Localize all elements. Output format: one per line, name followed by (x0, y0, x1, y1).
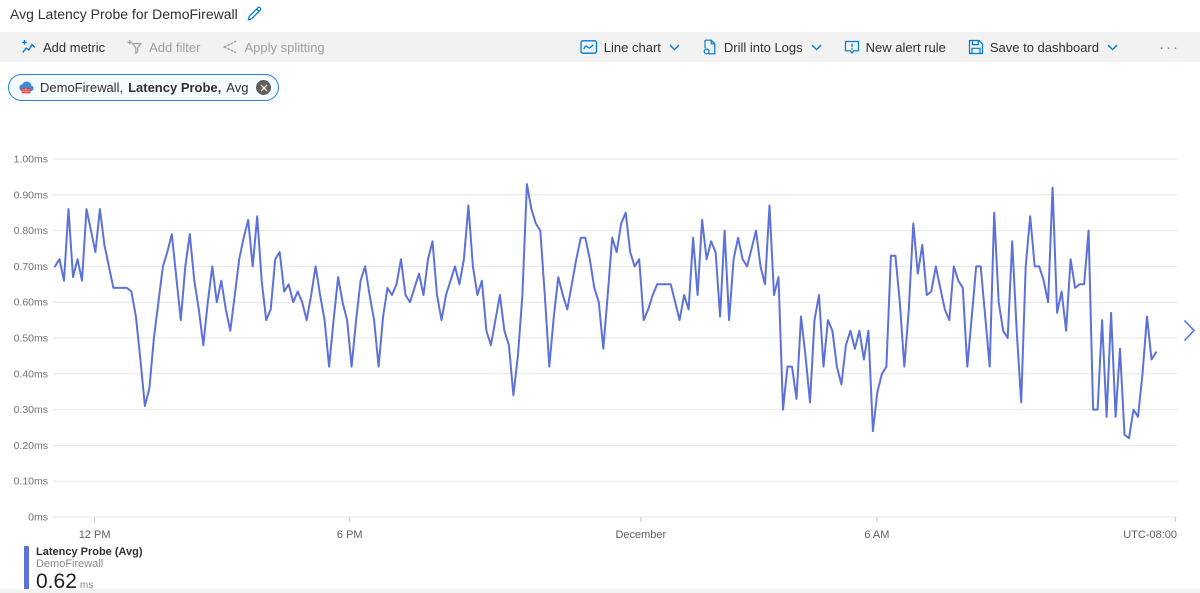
pencil-icon (247, 6, 261, 21)
svg-text:0ms: 0ms (28, 512, 48, 524)
new-alert-rule-button[interactable]: New alert rule (833, 32, 957, 62)
add-filter-button[interactable]: Add filter (116, 32, 211, 62)
new-alert-rule-icon (844, 40, 859, 54)
pan-time-forward-button[interactable] (1182, 318, 1197, 346)
chart-type-button[interactable]: Line chart (569, 32, 691, 62)
save-icon (968, 39, 983, 55)
svg-text:0.90ms: 0.90ms (14, 189, 48, 201)
edit-title-button[interactable] (246, 5, 263, 22)
line-chart-icon (580, 40, 597, 54)
svg-text:0.10ms: 0.10ms (14, 476, 48, 488)
pill-resource-name: DemoFirewall, (40, 80, 124, 95)
metric-pill-row: DemoFirewall, Latency Probe, Avg (8, 74, 280, 101)
drill-into-logs-label: Drill into Logs (723, 39, 803, 55)
save-to-dashboard-chevron (1107, 44, 1118, 51)
firewall-resource-icon (19, 81, 34, 94)
drill-into-logs-button[interactable]: Drill into Logs (691, 32, 833, 62)
svg-text:0.80ms: 0.80ms (14, 225, 48, 237)
chart-title-row: Avg Latency Probe for DemoFirewall (10, 5, 263, 22)
legend-resource-name: DemoFirewall (36, 558, 104, 570)
svg-text:1.00ms: 1.00ms (14, 154, 48, 166)
chevron-down-icon (669, 44, 680, 51)
svg-text:6 PM: 6 PM (337, 529, 363, 541)
svg-text:0.30ms: 0.30ms (14, 404, 48, 416)
close-icon (260, 84, 268, 91)
chart-type-chevron (669, 44, 680, 51)
svg-text:0.40ms: 0.40ms (14, 368, 48, 380)
svg-text:0.20ms: 0.20ms (14, 440, 48, 452)
apply-splitting-button[interactable]: Apply splitting (211, 32, 335, 62)
legend-color-bar (24, 546, 29, 590)
drill-into-logs-chevron (811, 44, 822, 51)
pill-aggregation: Avg (226, 80, 249, 95)
page-title: Avg Latency Probe for DemoFirewall (10, 5, 238, 22)
legend-unit: ms (79, 580, 94, 591)
save-to-dashboard-label: Save to dashboard (989, 39, 1099, 55)
chart-legend[interactable]: Latency Probe (Avg) DemoFirewall 0.62 ms (24, 546, 143, 593)
chart-type-label: Line chart (603, 39, 661, 55)
more-options-button[interactable]: ··· (1153, 32, 1186, 62)
add-metric-label: Add metric (43, 39, 106, 55)
legend-average-value: 0.62 (36, 570, 77, 593)
legend-metric-name: Latency Probe (Avg) (36, 546, 143, 558)
add-filter-label: Add filter (149, 39, 201, 55)
chevron-right-icon (1183, 319, 1196, 342)
svg-text:0.70ms: 0.70ms (14, 261, 48, 273)
legend-value-row: 0.62 ms (36, 571, 143, 593)
svg-text:0.50ms: 0.50ms (14, 333, 48, 345)
pill-metric-name: Latency Probe, (128, 80, 222, 95)
metric-pill[interactable]: DemoFirewall, Latency Probe, Avg (8, 74, 280, 101)
svg-text:12 PM: 12 PM (79, 529, 111, 541)
toolbar-right-group: Line chart Drill into Logs (569, 32, 1200, 62)
chevron-down-icon (811, 44, 822, 51)
new-alert-rule-label: New alert rule (865, 39, 946, 55)
svg-text:0.60ms: 0.60ms (14, 297, 48, 309)
legend-texts: Latency Probe (Avg) DemoFirewall 0.62 ms (36, 546, 143, 593)
chart-toolbar: Add metric Add filter Apply splitting Li… (0, 32, 1200, 62)
svg-text:UTC-08:00: UTC-08:00 (1123, 529, 1177, 541)
remove-metric-button[interactable] (256, 80, 272, 95)
apply-splitting-label: Apply splitting (244, 39, 325, 55)
add-filter-icon (127, 40, 142, 54)
chevron-down-icon (1107, 44, 1118, 51)
svg-text:6 AM: 6 AM (864, 529, 889, 541)
panel-bottom-edge (0, 589, 1200, 593)
add-metric-button[interactable]: Add metric (10, 32, 116, 62)
add-metric-icon (22, 40, 36, 54)
svg-text:December: December (615, 529, 666, 541)
save-to-dashboard-button[interactable]: Save to dashboard (957, 32, 1129, 62)
apply-splitting-icon (223, 40, 237, 54)
toolbar-left-group: Add metric Add filter Apply splitting (0, 32, 336, 62)
drill-into-logs-icon (703, 39, 716, 55)
